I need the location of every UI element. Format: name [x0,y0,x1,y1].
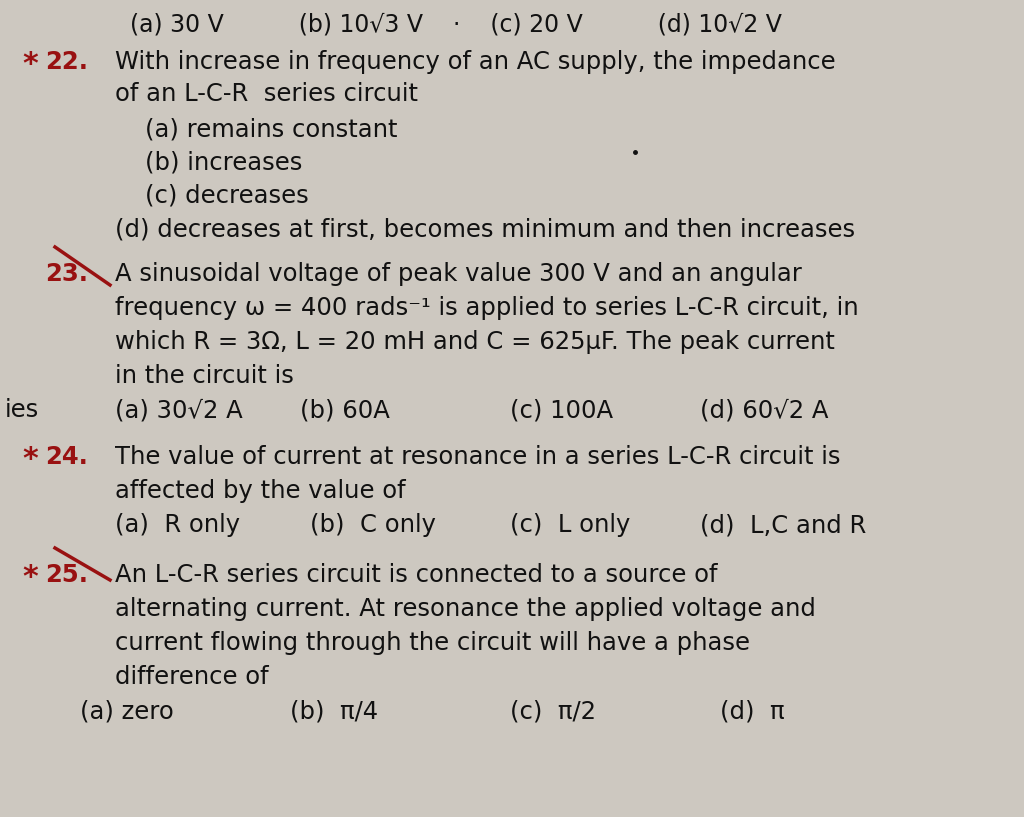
Text: (c) decreases: (c) decreases [145,183,309,207]
Text: current flowing through the circuit will have a phase: current flowing through the circuit will… [115,631,750,655]
Text: (b)  C only: (b) C only [310,513,436,537]
Text: 24.: 24. [45,445,88,469]
Text: (c)  π/2: (c) π/2 [510,700,596,724]
Text: frequency ω = 400 rads⁻¹ is applied to series L-C-R circuit, in: frequency ω = 400 rads⁻¹ is applied to s… [115,296,859,320]
Text: (d)  L,C and R: (d) L,C and R [700,513,866,537]
Text: (a)  R only: (a) R only [115,513,240,537]
Text: (a) zero: (a) zero [80,700,174,724]
Text: (a) 30√2 A: (a) 30√2 A [115,398,243,422]
Text: ies: ies [5,398,39,422]
Text: difference of: difference of [115,665,268,689]
Text: 22.: 22. [45,50,88,74]
Text: (c)  L only: (c) L only [510,513,631,537]
Text: 25.: 25. [45,563,88,587]
Text: A sinusoidal voltage of peak value 300 V and an angular: A sinusoidal voltage of peak value 300 V… [115,262,802,286]
Text: *: * [22,563,38,592]
Text: which R = 3Ω, L = 20 mH and C = 625μF. The peak current: which R = 3Ω, L = 20 mH and C = 625μF. T… [115,330,835,354]
Text: The value of current at resonance in a series L-C-R circuit is: The value of current at resonance in a s… [115,445,841,469]
Text: of an L-C-R  series circuit: of an L-C-R series circuit [115,82,418,106]
Text: (a) remains constant: (a) remains constant [145,117,397,141]
Text: (b)  π/4: (b) π/4 [290,700,378,724]
Text: *: * [22,50,38,79]
Text: affected by the value of: affected by the value of [115,479,406,503]
Text: (d)  π: (d) π [720,700,784,724]
Text: (d) 60√2 A: (d) 60√2 A [700,398,828,422]
Text: in the circuit is: in the circuit is [115,364,294,388]
Text: (b) increases: (b) increases [145,150,302,174]
Text: (a) 30 V          (b) 10√3 V    ·    (c) 20 V          (d) 10√2 V: (a) 30 V (b) 10√3 V · (c) 20 V (d) 10√2 … [130,12,782,36]
Text: 23.: 23. [45,262,88,286]
Text: (d) decreases at first, becomes minimum and then increases: (d) decreases at first, becomes minimum … [115,217,855,241]
Text: With increase in frequency of an AC supply, the impedance: With increase in frequency of an AC supp… [115,50,836,74]
Text: (b) 60A: (b) 60A [300,398,390,422]
Text: alternating current. At resonance the applied voltage and: alternating current. At resonance the ap… [115,597,816,621]
Text: An L-C-R series circuit is connected to a source of: An L-C-R series circuit is connected to … [115,563,718,587]
Text: (c) 100A: (c) 100A [510,398,613,422]
Text: *: * [22,445,38,474]
